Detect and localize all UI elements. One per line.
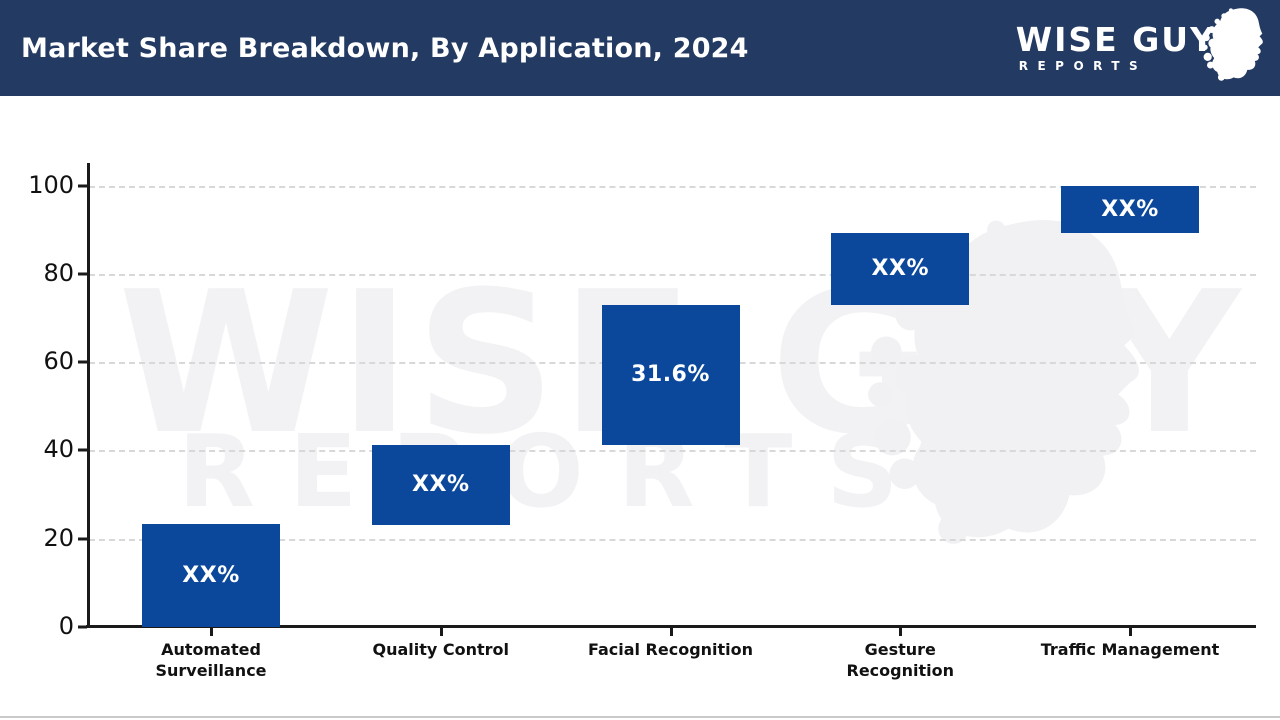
page-title: Market Share Breakdown, By Application, … (21, 32, 749, 64)
y-tick-mark (78, 625, 87, 629)
x-axis-line (86, 625, 1256, 628)
logo-text: WISE GUY REPORTS (1016, 23, 1216, 73)
bar-value-label: XX% (871, 256, 929, 282)
y-tick-mark (78, 272, 87, 276)
gridline (89, 273, 1256, 276)
x-category-label-line: Gesture (864, 640, 936, 659)
x-category-label: Quality Control (372, 640, 509, 661)
x-tick-mark (1129, 628, 1132, 636)
bar-value-label: XX% (182, 563, 240, 589)
x-tick-mark (210, 628, 213, 636)
x-tick-mark (439, 628, 443, 636)
bar: 31.6% (601, 305, 740, 445)
bar: XX% (142, 524, 280, 627)
x-category-label-line: Facial Recognition (587, 640, 754, 659)
y-tick-mark (78, 184, 87, 187)
y-tick-mark (78, 448, 87, 452)
y-tick-mark (78, 537, 87, 541)
wise-guy-logo: WISE GUY REPORTS (1016, 5, 1280, 91)
bottom-border-line (0, 716, 1280, 718)
logo-subtitle: REPORTS (1018, 59, 1148, 73)
x-category-label-line: Recognition (846, 660, 955, 680)
x-tick-mark (669, 628, 673, 636)
x-category-label: Gesture Recognition (847, 640, 955, 682)
gridline (89, 450, 1256, 453)
y-axis-spine (87, 163, 90, 628)
bar: XX% (831, 232, 970, 305)
y-tick-label: 0 (58, 611, 74, 640)
y-tick-label: 20 (43, 523, 74, 552)
bar-value-label: XX% (1101, 196, 1159, 222)
x-category-label: Traffic Management (1041, 640, 1220, 661)
gridline (89, 185, 1256, 188)
header-bar: Market Share Breakdown, By Application, … (0, 0, 1280, 96)
bar: XX% (1061, 185, 1199, 233)
y-tick-label: 80 (43, 258, 74, 287)
x-category-label-line: Quality Control (372, 640, 510, 659)
y-tick-label: 100 (28, 170, 74, 199)
logo-wordmark: WISE GUY (1015, 20, 1216, 59)
gridline (89, 538, 1256, 541)
x-category-label: Automated Surveillance (155, 640, 266, 682)
x-category-label: Facial Recognition (588, 640, 753, 661)
y-tick-mark (78, 360, 87, 364)
x-tick-mark (899, 628, 903, 636)
y-tick-label: 40 (43, 435, 74, 464)
x-category-label-line: Surveillance (155, 660, 267, 680)
x-category-label-line: Traffic Management (1040, 640, 1220, 659)
bar-value-label: XX% (412, 472, 470, 498)
y-tick-label: 60 (43, 346, 74, 375)
bar-value-label: 31.6% (631, 362, 710, 388)
x-category-label-line: Automated (161, 640, 261, 659)
bar: XX% (371, 445, 510, 525)
